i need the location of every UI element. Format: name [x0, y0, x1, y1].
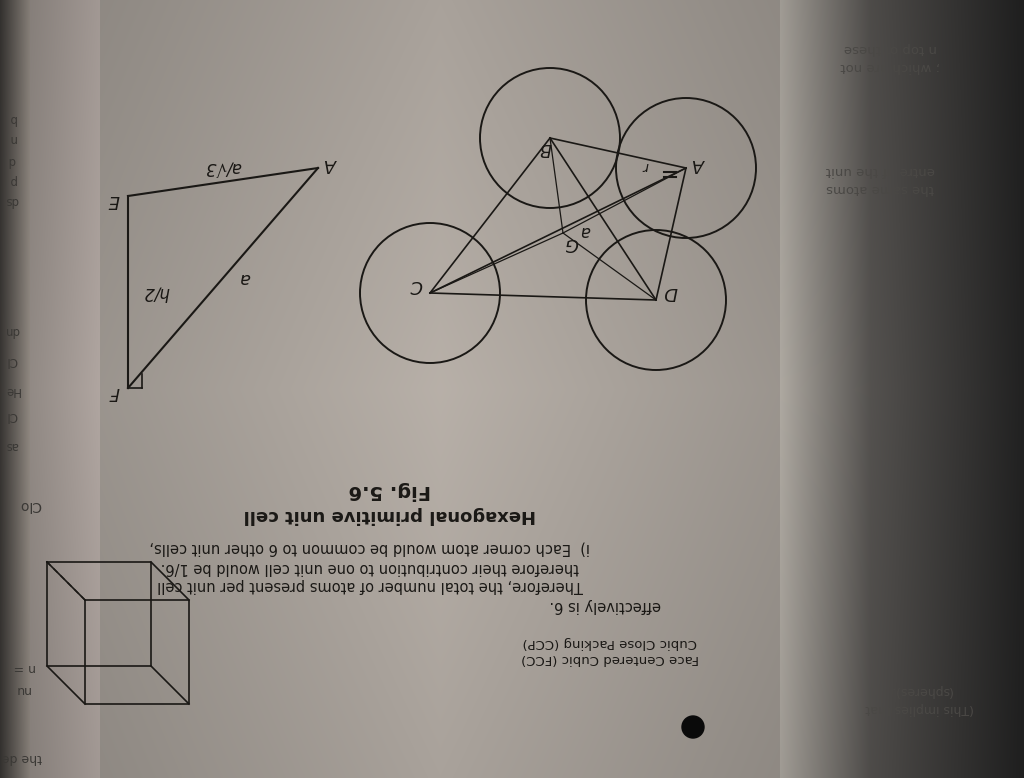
Text: He: He — [4, 384, 20, 397]
Text: Cubic Close Packing (CCP): Cubic Close Packing (CCP) — [522, 636, 697, 650]
Text: i)  Each corner atom would be common to 6 other unit cells,: i) Each corner atom would be common to 6… — [150, 541, 590, 555]
Text: r: r — [643, 159, 649, 173]
Text: entre of the unit: entre of the unit — [825, 163, 935, 177]
Text: b: b — [8, 111, 15, 124]
Text: the same atoms: the same atoms — [826, 181, 934, 194]
Text: n top of these: n top of these — [844, 41, 937, 54]
Text: Cl: Cl — [6, 353, 17, 366]
Text: A: A — [326, 155, 338, 173]
Text: d: d — [8, 153, 15, 166]
Text: Face Centered Cubic (FCC): Face Centered Cubic (FCC) — [521, 651, 699, 664]
Text: h/2: h/2 — [142, 283, 169, 301]
Text: a: a — [580, 222, 590, 240]
Text: F: F — [109, 383, 119, 401]
Text: Hexagonal primitive unit cell: Hexagonal primitive unit cell — [244, 506, 537, 524]
Text: ; which are not: ; which are not — [840, 59, 940, 72]
Text: C: C — [410, 276, 422, 294]
Text: nu: nu — [14, 684, 30, 696]
Text: Cl: Cl — [6, 408, 17, 422]
Circle shape — [682, 716, 705, 738]
Text: as: as — [5, 439, 18, 451]
Text: Fig. 5.6: Fig. 5.6 — [349, 481, 431, 499]
Text: the de: the de — [2, 751, 42, 763]
Text: A: A — [694, 155, 707, 173]
Text: a: a — [240, 269, 251, 287]
Text: D: D — [664, 283, 678, 301]
Text: G: G — [564, 234, 578, 252]
Text: effectively is 6.: effectively is 6. — [549, 598, 660, 612]
Text: n =: n = — [13, 661, 36, 675]
Text: (This implies that: (This implies that — [865, 702, 974, 714]
Text: Therefore, the total number of atoms present per unit cell: Therefore, the total number of atoms pre… — [157, 579, 583, 594]
Text: E: E — [109, 191, 120, 209]
Text: (spheres).: (spheres). — [889, 684, 951, 696]
Text: n: n — [8, 131, 15, 145]
Text: ds: ds — [5, 194, 18, 206]
Text: a/√3: a/√3 — [205, 157, 242, 175]
Text: dn: dn — [4, 324, 19, 337]
Text: therefore their contribution to one unit cell would be 1/6.: therefore their contribution to one unit… — [161, 559, 580, 574]
Text: Clo: Clo — [18, 498, 41, 512]
Text: p: p — [8, 173, 15, 187]
Text: B: B — [539, 139, 551, 157]
